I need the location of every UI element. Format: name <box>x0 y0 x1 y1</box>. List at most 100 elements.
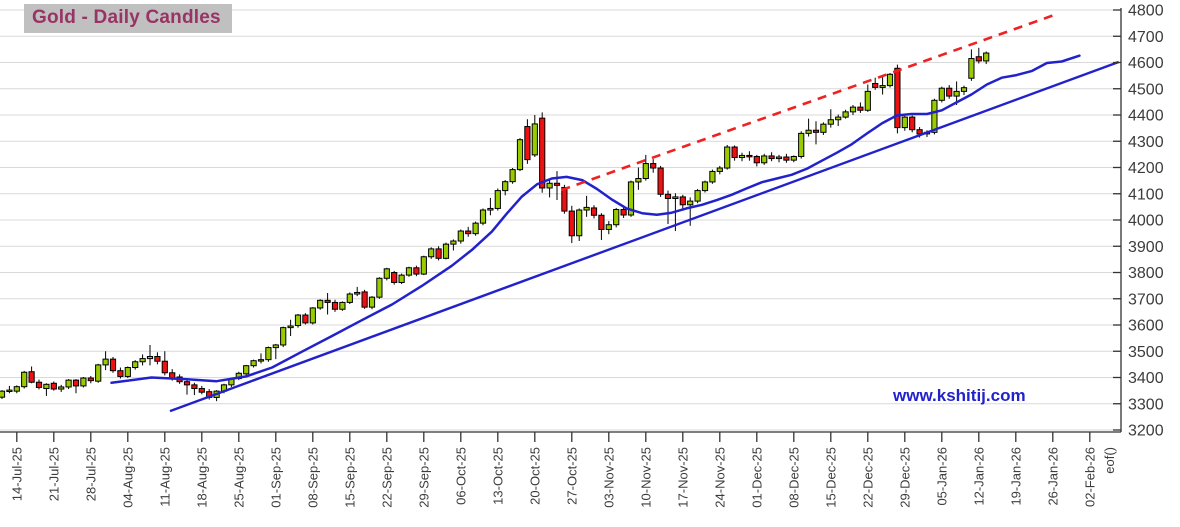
gridlines <box>0 9 1121 431</box>
candle <box>516 138 524 172</box>
candle <box>435 246 442 261</box>
candle <box>960 85 968 96</box>
candle <box>613 207 620 228</box>
candle <box>243 364 250 376</box>
x-tick-label: 11-Aug-25 <box>157 447 172 507</box>
y-tick-label: 3700 <box>1128 291 1164 308</box>
candle <box>798 131 805 159</box>
candle <box>6 385 13 394</box>
candle <box>509 168 516 184</box>
x-tick-label: 13-Oct-25 <box>490 447 505 505</box>
candle <box>975 47 982 64</box>
y-tick-label: 3600 <box>1128 318 1164 335</box>
candle <box>539 112 546 193</box>
x-tick-label: 27-Oct-25 <box>564 447 579 505</box>
candle <box>465 226 472 237</box>
candle <box>479 208 487 226</box>
candle <box>968 49 975 81</box>
candle <box>724 144 731 170</box>
y-tick-label: 4200 <box>1128 160 1164 177</box>
candle <box>946 85 953 99</box>
x-tick-label: 06-Oct-25 <box>453 447 468 505</box>
candles-series <box>0 47 990 402</box>
candle <box>198 385 205 395</box>
candle <box>716 165 723 175</box>
candle <box>620 206 627 218</box>
candle <box>583 195 590 217</box>
x-tick-label: 08-Dec-25 <box>786 447 801 508</box>
candle <box>376 277 383 299</box>
y-tick-label: 3200 <box>1128 423 1164 440</box>
candle <box>109 357 117 373</box>
candle <box>753 154 760 167</box>
candle <box>857 102 864 113</box>
candle <box>679 194 686 211</box>
candle <box>368 296 376 310</box>
candle <box>938 86 945 103</box>
candle <box>346 292 353 304</box>
x-tick-label: 17-Nov-25 <box>675 447 690 508</box>
y-tick-label: 4800 <box>1128 3 1164 20</box>
candle <box>398 273 405 285</box>
candle <box>324 292 331 315</box>
candle <box>894 64 901 134</box>
y-tick-label: 4600 <box>1128 55 1164 72</box>
candle <box>117 367 124 379</box>
candle <box>931 98 938 135</box>
candle <box>139 354 146 366</box>
x-axis-labels: 14-Jul-25 21-Jul-25 28-Jul-25 04-Aug-25 11-A… <box>9 432 1117 508</box>
candle <box>80 376 87 388</box>
candle <box>598 213 605 240</box>
x-tick-label: 15-Dec-25 <box>823 447 838 508</box>
candle <box>568 205 575 244</box>
x-tick-label: 28-Jul-25 <box>83 447 98 501</box>
candle <box>257 353 265 364</box>
candle <box>450 239 457 251</box>
candle <box>265 346 272 362</box>
candle <box>43 383 50 396</box>
x-tick-label: 20-Oct-25 <box>527 447 542 505</box>
candle <box>13 385 20 394</box>
candle <box>287 319 294 337</box>
candle <box>909 115 916 133</box>
candle <box>805 118 812 137</box>
x-tick-label: 29-Dec-25 <box>897 447 912 508</box>
candle <box>783 153 790 163</box>
candle <box>553 171 561 201</box>
chart-title: Gold - Daily Candles <box>24 4 232 33</box>
y-tick-label: 4700 <box>1128 29 1164 46</box>
candle <box>605 221 612 235</box>
candle <box>642 154 649 181</box>
candle <box>146 344 154 366</box>
candle <box>317 299 324 310</box>
candle <box>58 384 65 392</box>
candle <box>102 351 109 371</box>
candle <box>87 375 94 384</box>
y-axis-labels: 3200 3300 3400 3500 3600 3700 3800 3900 4000 4100… <box>1113 3 1164 440</box>
candle <box>302 313 309 325</box>
x-tick-label: 05-Jan-26 <box>934 447 949 506</box>
candle <box>72 379 80 394</box>
y-tick-label: 4100 <box>1128 186 1164 203</box>
x-tick-label: 25-Aug-25 <box>231 447 246 508</box>
x-tick-label: 12-Jan-26 <box>971 447 986 506</box>
candle <box>331 299 339 312</box>
candle <box>842 109 849 119</box>
candle <box>812 121 820 145</box>
moving-average-line <box>110 54 1081 385</box>
candle <box>354 286 361 297</box>
candle <box>339 301 346 311</box>
candle <box>250 359 257 368</box>
candle <box>161 351 168 376</box>
candle <box>309 307 316 325</box>
candle <box>531 115 538 157</box>
candle <box>294 313 302 328</box>
candle <box>694 189 701 204</box>
candle <box>413 265 420 277</box>
support-trendline <box>169 60 1120 413</box>
candle <box>768 152 775 162</box>
candle <box>775 154 783 163</box>
candle <box>457 229 464 244</box>
y-tick-label: 4500 <box>1128 81 1164 98</box>
